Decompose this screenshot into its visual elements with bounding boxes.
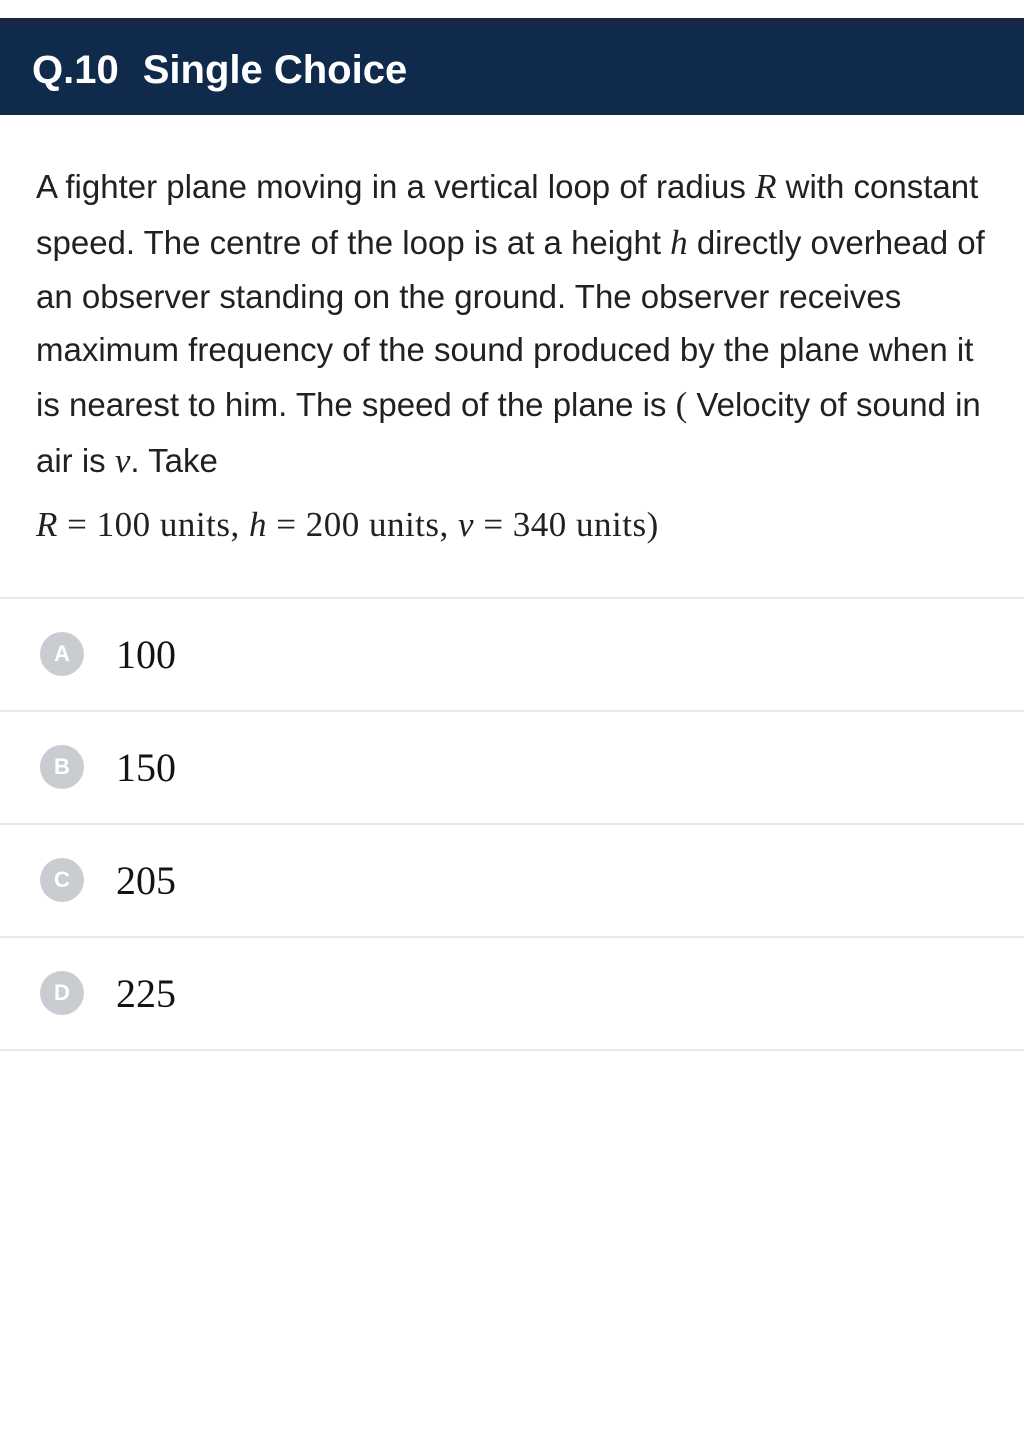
- question-type: Single Choice: [143, 48, 408, 93]
- question-number: Q.10: [32, 48, 119, 93]
- question-text-part: A fighter plane moving in a vertical loo…: [36, 168, 755, 205]
- math-parameters: R = 100 units, h = 200 units, v = 340 un…: [36, 497, 988, 553]
- question-header: Q.10 Single Choice: [0, 24, 1024, 115]
- variable-R: R: [755, 167, 776, 206]
- options-list: A 100 B 150 C 205 D 225: [0, 597, 1024, 1051]
- open-paren: (: [676, 385, 688, 424]
- option-a[interactable]: A 100: [0, 597, 1024, 710]
- question-text-part: . Take: [130, 442, 217, 479]
- option-b[interactable]: B 150: [0, 710, 1024, 823]
- option-badge: D: [40, 971, 84, 1015]
- option-value: 225: [116, 970, 176, 1017]
- option-value: 100: [116, 631, 176, 678]
- option-badge: C: [40, 858, 84, 902]
- option-value: 205: [116, 857, 176, 904]
- question-card: Q.10 Single Choice A fighter plane movin…: [0, 18, 1024, 1051]
- question-body: A fighter plane moving in a vertical loo…: [0, 115, 1024, 597]
- option-d[interactable]: D 225: [0, 936, 1024, 1051]
- variable-v: v: [115, 441, 131, 480]
- option-badge: B: [40, 745, 84, 789]
- option-c[interactable]: C 205: [0, 823, 1024, 936]
- option-badge: A: [40, 632, 84, 676]
- option-value: 150: [116, 744, 176, 791]
- variable-h: h: [670, 223, 688, 262]
